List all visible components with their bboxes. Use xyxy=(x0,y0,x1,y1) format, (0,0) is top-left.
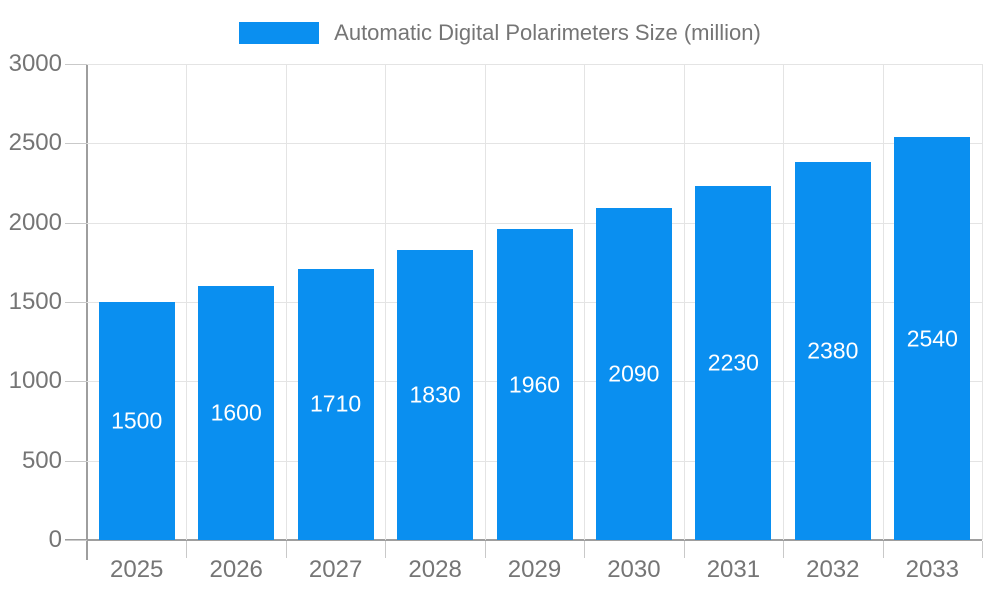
bar-value-label: 2230 xyxy=(707,349,759,376)
bar-2033: 2540 xyxy=(894,137,971,540)
x-axis-line xyxy=(65,539,982,541)
y-axis-line xyxy=(86,64,88,560)
x-axis-tick-label: 2025 xyxy=(109,556,164,583)
bar-2025: 1500 xyxy=(98,302,175,540)
gridline-vertical xyxy=(783,64,785,540)
bar-value-label: 2540 xyxy=(906,325,958,351)
gridline-horizontal xyxy=(87,222,982,224)
y-tick xyxy=(65,64,87,65)
y-tick xyxy=(65,460,87,462)
x-axis-tick-label: 2032 xyxy=(806,556,860,583)
x-axis-tick-label: 2026 xyxy=(209,556,263,583)
gridline-vertical xyxy=(385,64,387,540)
y-tick xyxy=(65,381,87,383)
y-tick xyxy=(65,302,87,303)
x-axis-tick-label: 2029 xyxy=(507,556,562,583)
x-axis-tick-label: 2027 xyxy=(308,556,363,583)
legend[interactable]: Automatic Digital Polarimeters Size (mil… xyxy=(0,20,1000,46)
gridline-vertical xyxy=(683,64,685,540)
x-tick xyxy=(584,541,586,558)
x-tick xyxy=(882,541,884,558)
bar-value-label: 1500 xyxy=(111,407,163,434)
bar-value-label: 1830 xyxy=(409,381,461,408)
bar-2026: 1600 xyxy=(198,286,275,540)
bar-2028: 1830 xyxy=(397,249,474,540)
gridline-vertical xyxy=(882,64,884,540)
x-tick xyxy=(783,541,785,558)
gridline-vertical xyxy=(484,64,486,540)
gridline-vertical xyxy=(186,64,188,540)
bar-value-label: 1960 xyxy=(508,371,561,397)
gridline-vertical xyxy=(285,64,287,540)
bar-value-label: 2090 xyxy=(608,360,660,387)
y-axis-tick-label: 2000 xyxy=(8,208,62,236)
bar-value-label: 1600 xyxy=(210,399,262,426)
bar-value-label: 1710 xyxy=(310,390,362,417)
gridline-vertical xyxy=(584,64,586,540)
x-tick xyxy=(484,541,486,558)
y-tick xyxy=(65,143,87,145)
plot-area: 1500 1600 1710 1830 1960 2090 2230 2380 2540 xyxy=(87,64,983,540)
bar-2031: 2230 xyxy=(695,186,772,540)
y-axis-tick-label: 1000 xyxy=(8,367,62,395)
bar-2030: 2090 xyxy=(595,208,672,540)
x-tick xyxy=(285,541,287,558)
x-axis-tick-label: 2033 xyxy=(905,556,959,583)
y-axis-tick-label: 2500 xyxy=(8,129,62,157)
gridline-horizontal xyxy=(87,143,982,145)
bar-2032: 2380 xyxy=(794,162,871,540)
gridline-vertical xyxy=(982,64,983,540)
legend-swatch-icon xyxy=(239,22,320,44)
gridline-horizontal xyxy=(87,64,982,65)
y-axis-tick-label: 0 xyxy=(48,526,62,553)
y-tick xyxy=(65,540,87,541)
x-axis-tick-label: 2031 xyxy=(706,556,761,583)
x-axis-tick-label: 2030 xyxy=(607,556,661,583)
y-axis-tick-label: 1500 xyxy=(8,288,62,315)
x-tick xyxy=(982,541,983,558)
y-axis-tick-label: 3000 xyxy=(8,50,62,77)
legend-label: Automatic Digital Polarimeters Size (mil… xyxy=(334,20,761,45)
x-tick xyxy=(186,541,188,558)
x-axis-tick-label: 2028 xyxy=(408,556,462,583)
bar-value-label: 2380 xyxy=(807,337,859,364)
bar-2027: 1710 xyxy=(297,268,374,540)
x-tick xyxy=(385,541,387,558)
x-tick xyxy=(683,541,685,558)
bar-2029: 1960 xyxy=(496,229,573,540)
y-axis-tick-label: 500 xyxy=(21,446,62,474)
y-tick xyxy=(65,222,87,224)
